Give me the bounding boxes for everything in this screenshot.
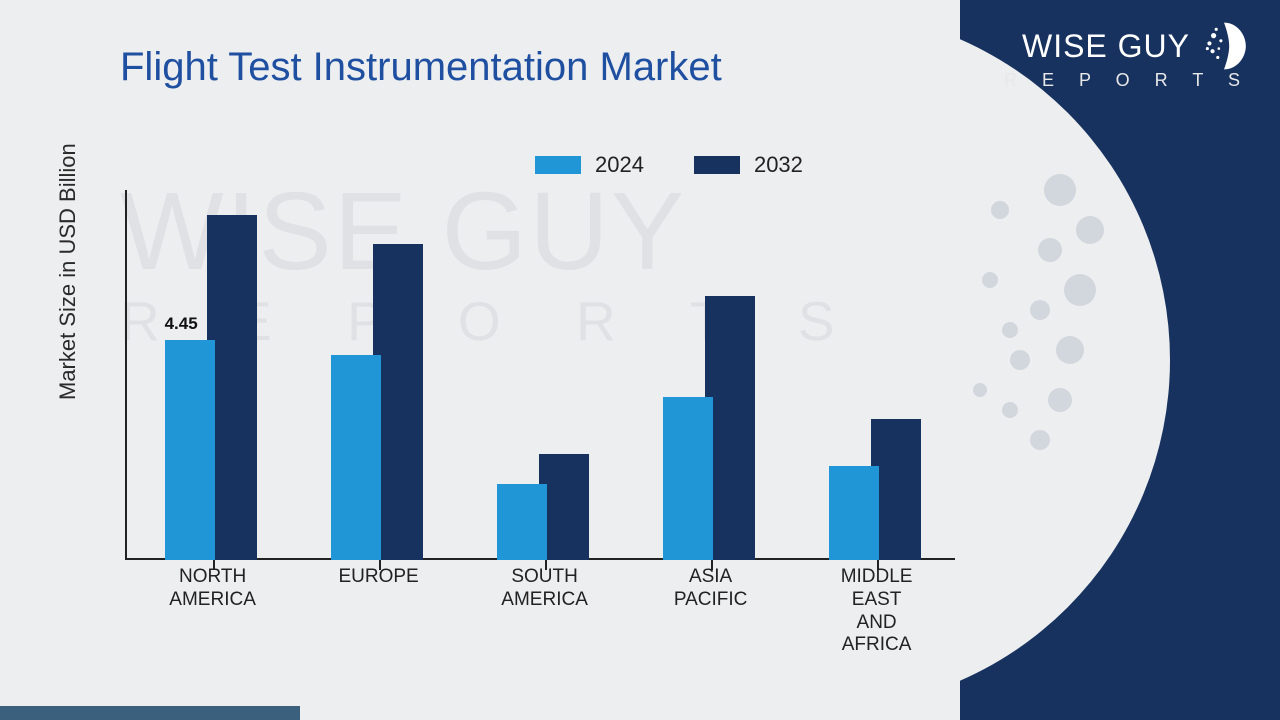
bar-2024	[165, 340, 215, 560]
category-label: SOUTHAMERICA	[475, 566, 615, 612]
category-label: ASIAPACIFIC	[641, 566, 781, 612]
legend-item-2032: 2032	[694, 152, 803, 178]
legend-swatch-2024	[535, 156, 581, 174]
infographic-stage: WISE GUY R E P O R T S WISE GUY R E P O …	[0, 0, 1280, 720]
chart-legend: 2024 2032	[535, 152, 803, 178]
bottom-accent-strip	[0, 706, 300, 720]
bar-2024	[829, 466, 879, 560]
y-axis-label: Market Size in USD Billion	[55, 143, 81, 400]
category-label: EUROPE	[309, 566, 449, 589]
category-label: NORTHAMERICA	[143, 566, 283, 612]
legend-item-2024: 2024	[535, 152, 644, 178]
brand-head-icon	[1198, 20, 1250, 72]
legend-label-2032: 2032	[754, 152, 803, 178]
plot-area: 4.45	[125, 190, 955, 560]
brand-line1: WISE GUY	[1022, 28, 1190, 65]
brand-line2: R E P O R T S	[990, 70, 1250, 91]
bar-chart: Market Size in USD Billion 2024 2032 4.4…	[55, 150, 975, 650]
legend-swatch-2032	[694, 156, 740, 174]
bar-2024	[331, 355, 381, 560]
category-label: MIDDLEEASTANDAFRICA	[807, 566, 947, 657]
bar-2024	[497, 484, 547, 560]
y-axis-line	[125, 190, 127, 560]
bar-2024	[663, 397, 713, 560]
brand-logo: WISE GUY R E P O R T S	[990, 20, 1250, 91]
chart-title: Flight Test Instrumentation Market	[120, 45, 722, 90]
category-labels-row: NORTHAMERICA EUROPE SOUTHAMERICA ASIAPACIFI…	[125, 566, 955, 676]
legend-label-2024: 2024	[595, 152, 644, 178]
bar-value-label: 4.45	[165, 314, 198, 334]
